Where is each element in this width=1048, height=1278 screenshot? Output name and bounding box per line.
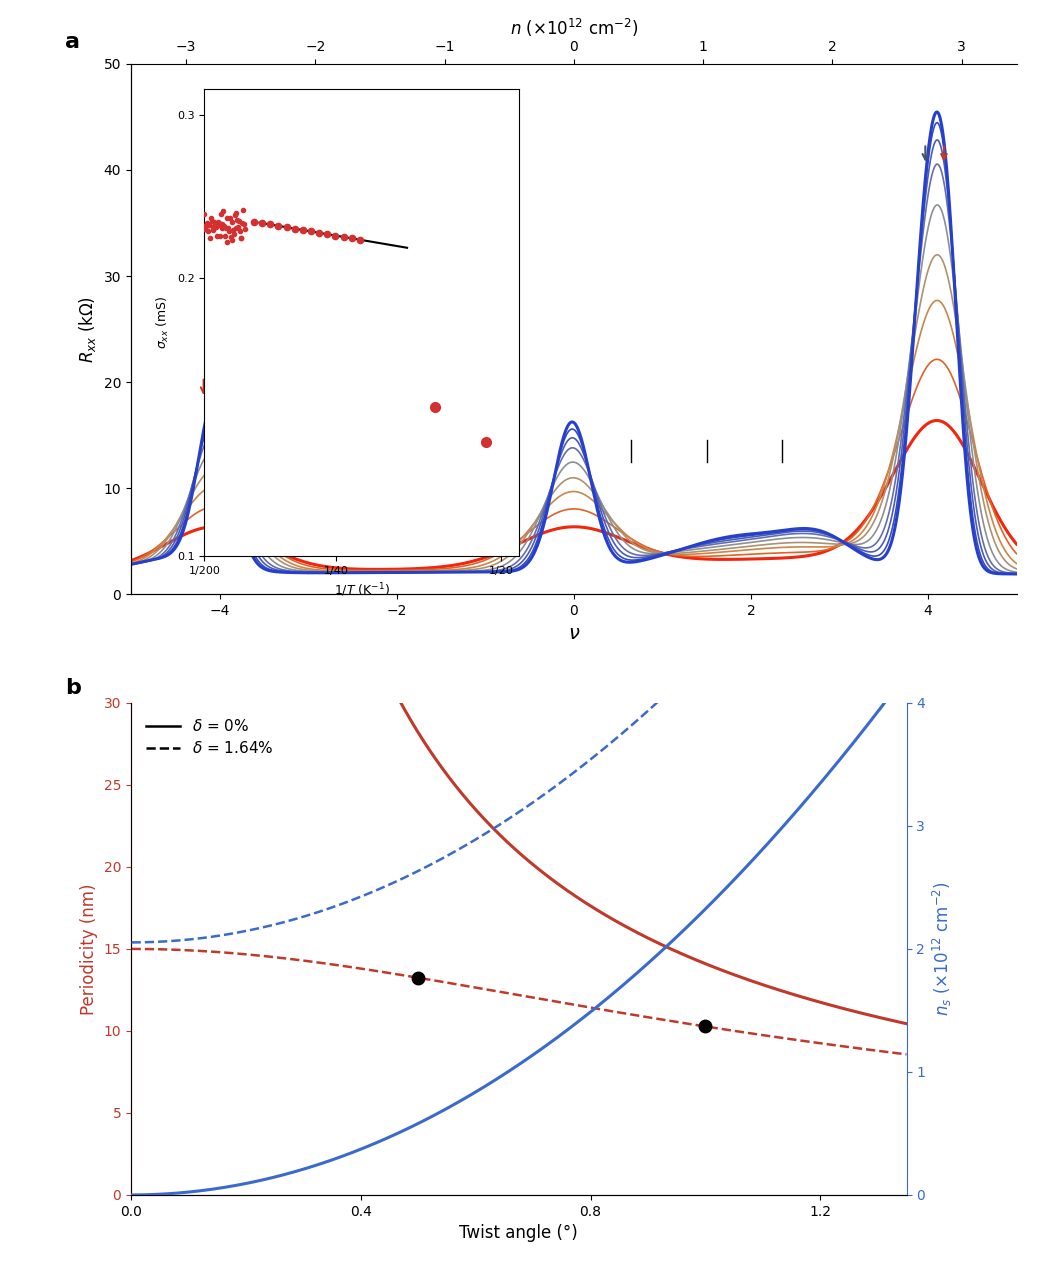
- X-axis label: Twist angle (°): Twist angle (°): [459, 1224, 578, 1242]
- Text: a: a: [65, 32, 80, 52]
- X-axis label: $1/T$ (K$^{-1}$): $1/T$ (K$^{-1}$): [333, 581, 390, 599]
- Text: b: b: [65, 679, 81, 698]
- Y-axis label: $R_{xx}$ (kΩ): $R_{xx}$ (kΩ): [78, 295, 99, 363]
- Text: 5 K: 5 K: [352, 492, 377, 507]
- Y-axis label: $\sigma_{xx}$ (mS): $\sigma_{xx}$ (mS): [155, 296, 171, 349]
- Y-axis label: Periodicity (nm): Periodicity (nm): [80, 883, 99, 1015]
- Legend: $\delta$ = 0%, $\delta$ = 1.64%: $\delta$ = 0%, $\delta$ = 1.64%: [138, 711, 281, 764]
- Text: 80 K: 80 K: [352, 450, 387, 465]
- X-axis label: $\nu$: $\nu$: [568, 624, 580, 643]
- Y-axis label: $n_s$ (×10$^{12}$ cm$^{-2}$): $n_s$ (×10$^{12}$ cm$^{-2}$): [931, 882, 954, 1016]
- X-axis label: $n$ (×10$^{12}$ cm$^{-2}$): $n$ (×10$^{12}$ cm$^{-2}$): [509, 17, 638, 38]
